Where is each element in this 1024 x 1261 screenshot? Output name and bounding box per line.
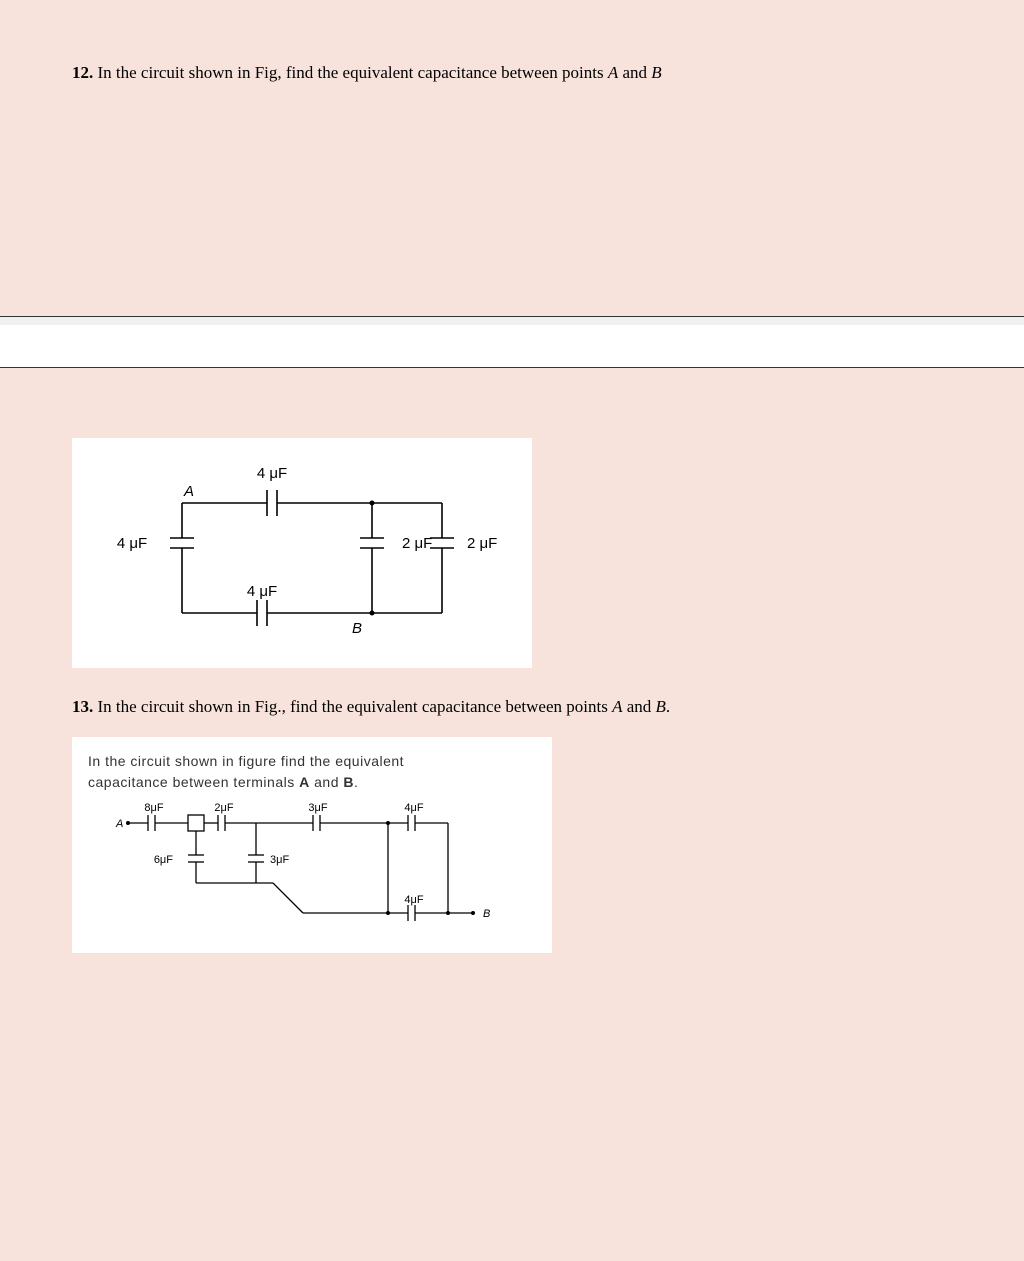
c2-cap-B: B: [343, 774, 354, 790]
q12-body: In the circuit shown in Fig, find the eq…: [93, 63, 608, 82]
c2-cap-l1: In the circuit shown in figure find the …: [88, 753, 404, 769]
gap-white: [0, 325, 1024, 367]
c1-left-label: 4 μF: [117, 535, 147, 552]
c2-A: A: [115, 818, 123, 830]
q12-ptB: B: [651, 63, 661, 82]
q13-number: 13.: [72, 697, 93, 716]
c2-cap-l2a: capacitance between terminals: [88, 774, 299, 790]
c2-6uf: 6μF: [154, 854, 173, 866]
circuit2-svg: A 8μF 2μF 3μF 4μF 6μF 3μF 4μF B: [88, 793, 528, 943]
q12-and: and: [618, 63, 651, 82]
q13-ptB: B: [656, 697, 666, 716]
q12-number: 12.: [72, 63, 93, 82]
q12-ptA: A: [608, 63, 618, 82]
q12-text: 12. In the circuit shown in Fig, find th…: [72, 60, 952, 86]
section-q12: 12. In the circuit shown in Fig, find th…: [0, 0, 1024, 316]
q13-text: 13. In the circuit shown in Fig., find t…: [72, 694, 952, 720]
c2-8uf: 8μF: [144, 802, 163, 814]
c2-3uf-top: 3μF: [308, 802, 327, 814]
c2-4uf-bot: 4μF: [404, 894, 423, 906]
circuit2-caption: In the circuit shown in figure find the …: [88, 751, 536, 793]
blank-space: [72, 86, 952, 296]
c1-bottom-label: 4 μF: [247, 583, 277, 600]
section-q13: 4 μF 4 μF 4 μF 2 μF 2 μF A B 13. In the …: [0, 368, 1024, 994]
circuit1-svg: 4 μF 4 μF 4 μF 2 μF 2 μF A B: [72, 438, 532, 668]
q13-body: In the circuit shown in Fig., find the e…: [93, 697, 612, 716]
c1-B: B: [352, 620, 362, 637]
c1-A: A: [183, 483, 194, 500]
c2-3uf-mid: 3μF: [270, 854, 289, 866]
c2-2uf: 2μF: [214, 802, 233, 814]
q13-ptA: A: [612, 697, 622, 716]
c1-mid-label: 2 μF: [402, 535, 432, 552]
c2-4uf-top: 4μF: [404, 802, 423, 814]
circuit1-figure: 4 μF 4 μF 4 μF 2 μF 2 μF A B: [72, 438, 532, 668]
c2-B: B: [483, 908, 490, 920]
c2-cap-and: and: [310, 774, 344, 790]
q13-and: and: [622, 697, 655, 716]
gap-light: [0, 317, 1024, 325]
c2-cap-A: A: [299, 774, 310, 790]
c1-top-label: 4 μF: [257, 465, 287, 482]
circuit2-figure: In the circuit shown in figure find the …: [72, 737, 552, 953]
c2-cap-end: .: [354, 774, 358, 790]
c1-right-label: 2 μF: [467, 535, 497, 552]
q13-period: .: [666, 697, 670, 716]
